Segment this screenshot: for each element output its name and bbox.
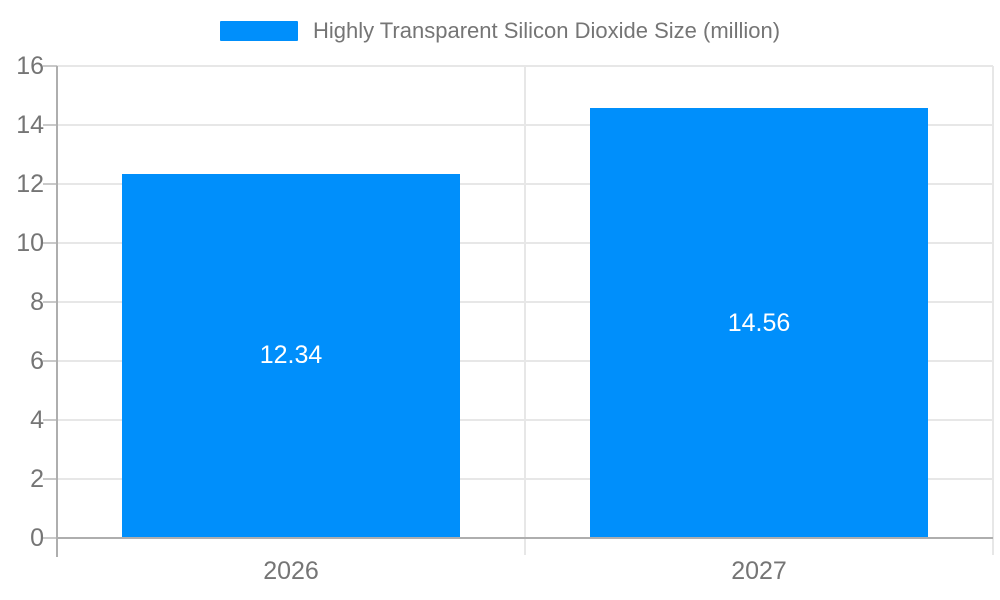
y-axis-tick [43,478,57,480]
y-axis-tick-label: 0 [30,524,44,552]
y-axis-tick [43,537,57,539]
y-axis-tick [43,419,57,421]
y-axis-tick-label: 10 [16,229,44,257]
v-gridline [524,66,526,555]
y-axis-tick [43,301,57,303]
x-axis-label-2026: 2026 [263,557,319,585]
v-gridline [992,66,994,555]
y-axis-tick [43,124,57,126]
y-axis-tick-label: 4 [30,406,44,434]
y-axis-tick-label: 12 [16,170,44,198]
y-axis-tick [43,65,57,67]
y-axis-line [56,66,58,557]
y-axis-tick-label: 2 [30,465,44,493]
legend-swatch-icon [219,21,298,41]
x-axis-label-2027: 2027 [731,557,787,585]
y-axis-tick-label: 16 [16,52,44,80]
x-axis-line [56,537,993,539]
y-axis-tick-label: 14 [16,111,44,139]
bar-value-label: 12.34 [259,341,323,370]
chart-legend[interactable]: Highly Transparent Silicon Dioxide Size … [0,17,1000,45]
y-axis-tick [43,183,57,185]
y-axis-tick-label: 8 [30,288,44,316]
y-axis-tick-label: 6 [30,347,44,375]
bar-value-label: 14.56 [727,308,791,337]
legend-label: Highly Transparent Silicon Dioxide Size … [312,18,781,43]
y-axis-tick [43,242,57,244]
bar-2027[interactable]: 14.56 [590,108,928,537]
y-axis-tick [43,360,57,362]
bar-2026[interactable]: 12.34 [122,173,460,537]
